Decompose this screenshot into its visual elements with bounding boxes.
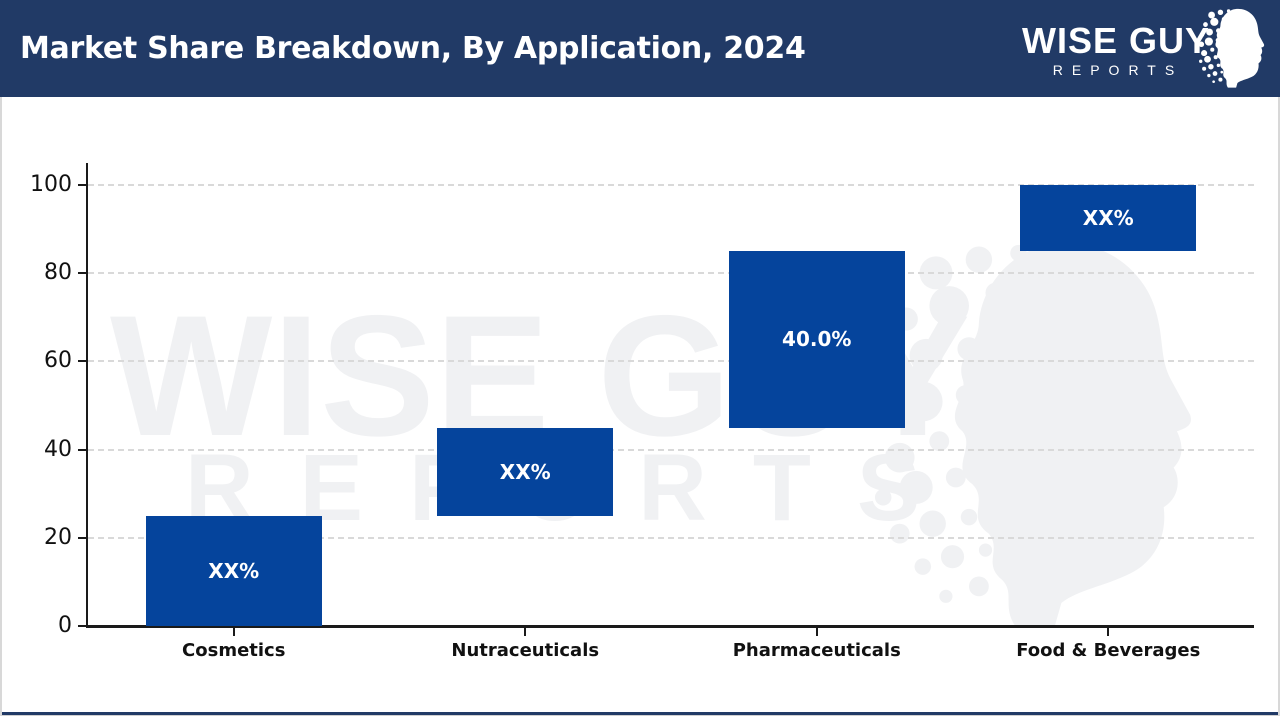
y-tick — [78, 625, 88, 627]
gridline — [88, 272, 1254, 275]
bar-value-label: XX% — [1082, 206, 1134, 231]
bar-segment: XX% — [145, 515, 322, 626]
gridline — [88, 360, 1254, 363]
y-axis-label: 0 — [58, 613, 72, 638]
bar-segment: XX% — [437, 427, 614, 516]
x-tick — [1107, 628, 1110, 636]
gridline — [88, 448, 1254, 451]
bar-value-label: 40.0% — [782, 327, 852, 352]
y-axis-label: 20 — [44, 524, 72, 550]
x-axis-label: Food & Beverages — [1016, 640, 1201, 661]
x-tick — [815, 628, 818, 636]
y-axis-line — [86, 163, 88, 628]
bar-value-label: XX% — [499, 459, 551, 484]
header-bar: Market Share Breakdown, By Application, … — [0, 0, 1280, 97]
brand-logo-text: WISE GUY REPORTS — [1021, 20, 1210, 78]
y-axis-label: 60 — [44, 348, 72, 374]
x-axis-label: Nutraceuticals — [451, 640, 600, 661]
page-title: Market Share Breakdown, By Application, … — [20, 31, 806, 66]
bar-segment: XX% — [1020, 185, 1197, 252]
bar-value-label: XX% — [208, 558, 260, 583]
brand-logo: WISE GUY REPORTS — [1022, 4, 1266, 90]
x-axis-line — [86, 625, 1254, 628]
y-tick — [78, 360, 88, 363]
y-axis-label: 80 — [44, 260, 72, 286]
footer-bar — [2, 712, 1278, 715]
y-tick — [78, 536, 88, 539]
y-tick — [78, 448, 88, 451]
y-axis-label: 40 — [44, 436, 72, 462]
y-tick — [78, 184, 88, 186]
x-axis-label: Cosmetics — [182, 640, 286, 661]
brand-subname: REPORTS — [1052, 62, 1184, 78]
gridline — [88, 536, 1254, 539]
x-axis-label: Pharmaceuticals — [732, 640, 901, 661]
y-tick — [78, 272, 88, 275]
y-axis-label: 100 — [30, 172, 72, 197]
gridline — [88, 184, 1254, 186]
bar-segment: 40.0% — [728, 251, 905, 428]
x-tick — [232, 628, 235, 636]
brand-name: WISE GUY — [1021, 20, 1210, 61]
x-tick — [524, 628, 527, 636]
